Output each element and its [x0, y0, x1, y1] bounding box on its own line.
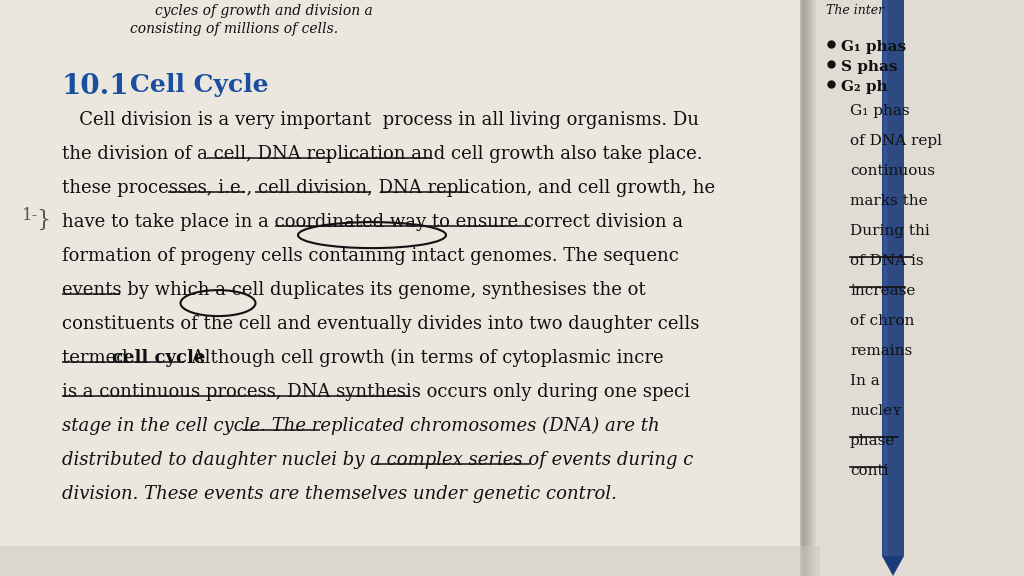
Text: S phas: S phas — [841, 60, 897, 74]
Text: marks the: marks the — [850, 194, 928, 208]
Text: Cell Cycle: Cell Cycle — [130, 73, 268, 97]
Text: During thi: During thi — [850, 224, 930, 238]
FancyBboxPatch shape — [810, 0, 814, 576]
FancyBboxPatch shape — [804, 0, 808, 576]
Polygon shape — [882, 556, 904, 576]
FancyBboxPatch shape — [882, 0, 904, 556]
FancyBboxPatch shape — [800, 0, 804, 576]
FancyBboxPatch shape — [806, 0, 810, 576]
Text: continuous: continuous — [850, 164, 935, 178]
Text: phase: phase — [850, 434, 895, 448]
Text: nucleʏ: nucleʏ — [850, 404, 902, 418]
Text: the division of a cell, DNA replication and cell growth also take place.: the division of a cell, DNA replication … — [62, 145, 702, 163]
FancyBboxPatch shape — [0, 0, 805, 576]
Text: stage in the cell cycle. The replicated chromosomes (DNA) are th: stage in the cell cycle. The replicated … — [62, 417, 659, 435]
Text: Cell division is a very important  process in all living organisms. Du: Cell division is a very important proces… — [62, 111, 699, 129]
FancyBboxPatch shape — [818, 0, 1024, 576]
Text: of DNA repl: of DNA repl — [850, 134, 942, 148]
FancyBboxPatch shape — [802, 0, 806, 576]
Text: increase: increase — [850, 284, 915, 298]
FancyBboxPatch shape — [814, 0, 818, 576]
Text: remains: remains — [850, 344, 912, 358]
Text: G₁ phas: G₁ phas — [841, 40, 906, 54]
Text: The inter: The inter — [826, 4, 884, 17]
Text: G₁ phas: G₁ phas — [850, 104, 909, 118]
Text: distributed to daughter nuclei by a complex series of events during c: distributed to daughter nuclei by a comp… — [62, 451, 693, 469]
Text: is a continuous process, DNA synthesis occurs only during one speci: is a continuous process, DNA synthesis o… — [62, 383, 690, 401]
Text: G₂ ph: G₂ ph — [841, 80, 888, 94]
Text: In a: In a — [850, 374, 880, 388]
Text: termed: termed — [62, 349, 133, 367]
Text: constituents of the cell and eventually divides into two daughter cells: constituents of the cell and eventually … — [62, 315, 699, 333]
FancyBboxPatch shape — [0, 546, 820, 576]
Text: these processes, i.e., cell division, DNA replication, and cell growth, he: these processes, i.e., cell division, DN… — [62, 179, 715, 197]
Text: cycles of growth and division a: cycles of growth and division a — [155, 4, 373, 18]
Text: have to take place in a coordinated way to ensure correct division a: have to take place in a coordinated way … — [62, 213, 683, 231]
Text: of DNA is: of DNA is — [850, 254, 924, 268]
FancyBboxPatch shape — [884, 0, 887, 556]
Text: of chron: of chron — [850, 314, 914, 328]
Text: events by which a cell duplicates its genome, synthesises the ot: events by which a cell duplicates its ge… — [62, 281, 645, 299]
Text: consisting of millions of cells.: consisting of millions of cells. — [130, 22, 338, 36]
Text: }: } — [36, 209, 50, 231]
Text: 1-: 1- — [22, 207, 38, 224]
Text: . Although cell growth (in terms of cytoplasmic incre: . Although cell growth (in terms of cyto… — [180, 349, 664, 367]
FancyBboxPatch shape — [812, 0, 816, 576]
Text: conti: conti — [850, 464, 889, 478]
Text: cell cycle: cell cycle — [112, 349, 206, 367]
Text: formation of progeny cells containing intact genomes. The sequenc: formation of progeny cells containing in… — [62, 247, 679, 265]
Text: division. These events are themselves under genetic control.: division. These events are themselves un… — [62, 485, 616, 503]
Text: 10.1: 10.1 — [62, 73, 130, 100]
FancyBboxPatch shape — [808, 0, 812, 576]
